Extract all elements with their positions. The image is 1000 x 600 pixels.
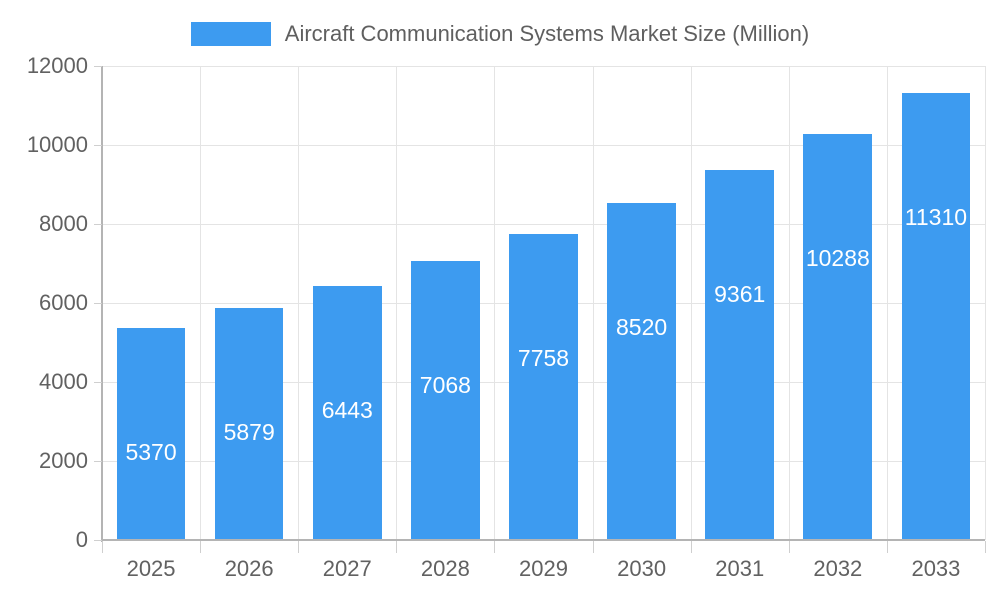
y-axis-tick-label: 12000: [26, 53, 88, 78]
x-axis-tick-label-2026: 2026: [224, 556, 274, 581]
x-axis-tick-label-2033: 2033: [911, 556, 961, 581]
bar-value-label-2025: 5370: [125, 438, 177, 465]
x-axis-tick: [985, 541, 986, 553]
gridline-horizontal: [102, 145, 985, 146]
chart-legend: Aircraft Communication Systems Market Si…: [0, 14, 1000, 54]
bar-value-label-2031: 9361: [714, 281, 766, 308]
plot-area: 5370 5879 6443 7068 7758 8520 9361 10288 11310: [102, 66, 986, 541]
x-axis-tick: [102, 541, 103, 553]
bar-value-label-2028: 7068: [419, 371, 471, 398]
bar-2033[interactable]: [901, 93, 971, 540]
bar-2030[interactable]: [607, 203, 676, 540]
x-axis-tick: [593, 541, 594, 553]
bar-2028[interactable]: [411, 260, 480, 540]
bar-value-label-2027: 6443: [321, 396, 373, 423]
x-axis-tick-label-2028: 2028: [420, 556, 470, 581]
x-axis-line: [102, 539, 985, 541]
legend-swatch-icon[interactable]: [190, 22, 271, 46]
bar-value-label-2029: 7758: [517, 344, 570, 371]
gridline-vertical: [691, 66, 692, 540]
y-axis-tick-label: 4000: [39, 369, 88, 394]
bar-2032[interactable]: [803, 133, 873, 540]
y-axis-tick: [94, 540, 102, 541]
bar-value-label-2033: 11310: [904, 204, 968, 231]
x-axis-tick: [789, 541, 790, 553]
x-axis-tick: [200, 541, 201, 553]
gridline-vertical: [200, 66, 201, 540]
x-axis-tick: [691, 541, 692, 553]
y-axis-tick-label: 10000: [26, 132, 88, 157]
y-axis-tick: [94, 224, 102, 225]
x-axis-tick-label-2027: 2027: [322, 556, 372, 581]
bar-value-label-2030: 8520: [616, 314, 668, 341]
y-axis-tick: [94, 461, 102, 462]
bar-value-label-2026: 5879: [223, 418, 275, 445]
x-axis-tick-label-2032: 2032: [813, 556, 863, 581]
gridline-vertical: [985, 66, 986, 540]
y-axis-tick: [94, 382, 102, 383]
bar-2025[interactable]: [116, 327, 186, 540]
x-axis-tick-label-2030: 2030: [617, 556, 667, 581]
bar-2031[interactable]: [705, 170, 775, 540]
y-axis-tick: [94, 303, 102, 304]
bar-2027[interactable]: [312, 285, 382, 540]
x-axis-tick-label-2029: 2029: [519, 556, 568, 581]
y-axis-tick-label: 8000: [39, 211, 88, 236]
gridline-vertical: [887, 66, 888, 540]
x-axis-tick: [298, 541, 299, 553]
gridline-horizontal: [102, 66, 985, 67]
bar-2029[interactable]: [509, 233, 578, 540]
gridline-vertical: [298, 66, 299, 540]
legend-label-market-size[interactable]: Aircraft Communication Systems Market Si…: [284, 21, 810, 46]
x-axis-tick: [396, 541, 397, 553]
gridline-vertical: [396, 66, 397, 540]
gridline-vertical: [789, 66, 790, 540]
y-axis-tick: [94, 145, 102, 146]
gridline-vertical: [494, 66, 495, 540]
y-axis-tick-label: 6000: [39, 290, 88, 315]
bar-value-label-2032: 10288: [805, 244, 870, 271]
y-axis-line: [101, 66, 103, 542]
x-axis-tick-label-2031: 2031: [715, 556, 765, 581]
y-axis-tick: [94, 66, 102, 67]
x-axis-tick: [494, 541, 495, 553]
y-axis-tick-label: 0: [75, 527, 88, 552]
x-axis-tick-label-2025: 2025: [126, 556, 176, 581]
bar-2026[interactable]: [214, 307, 284, 540]
y-axis-tick-label: 2000: [39, 448, 88, 473]
gridline-horizontal: [102, 224, 985, 225]
x-axis-tick: [887, 541, 888, 553]
gridline-vertical: [593, 66, 594, 540]
